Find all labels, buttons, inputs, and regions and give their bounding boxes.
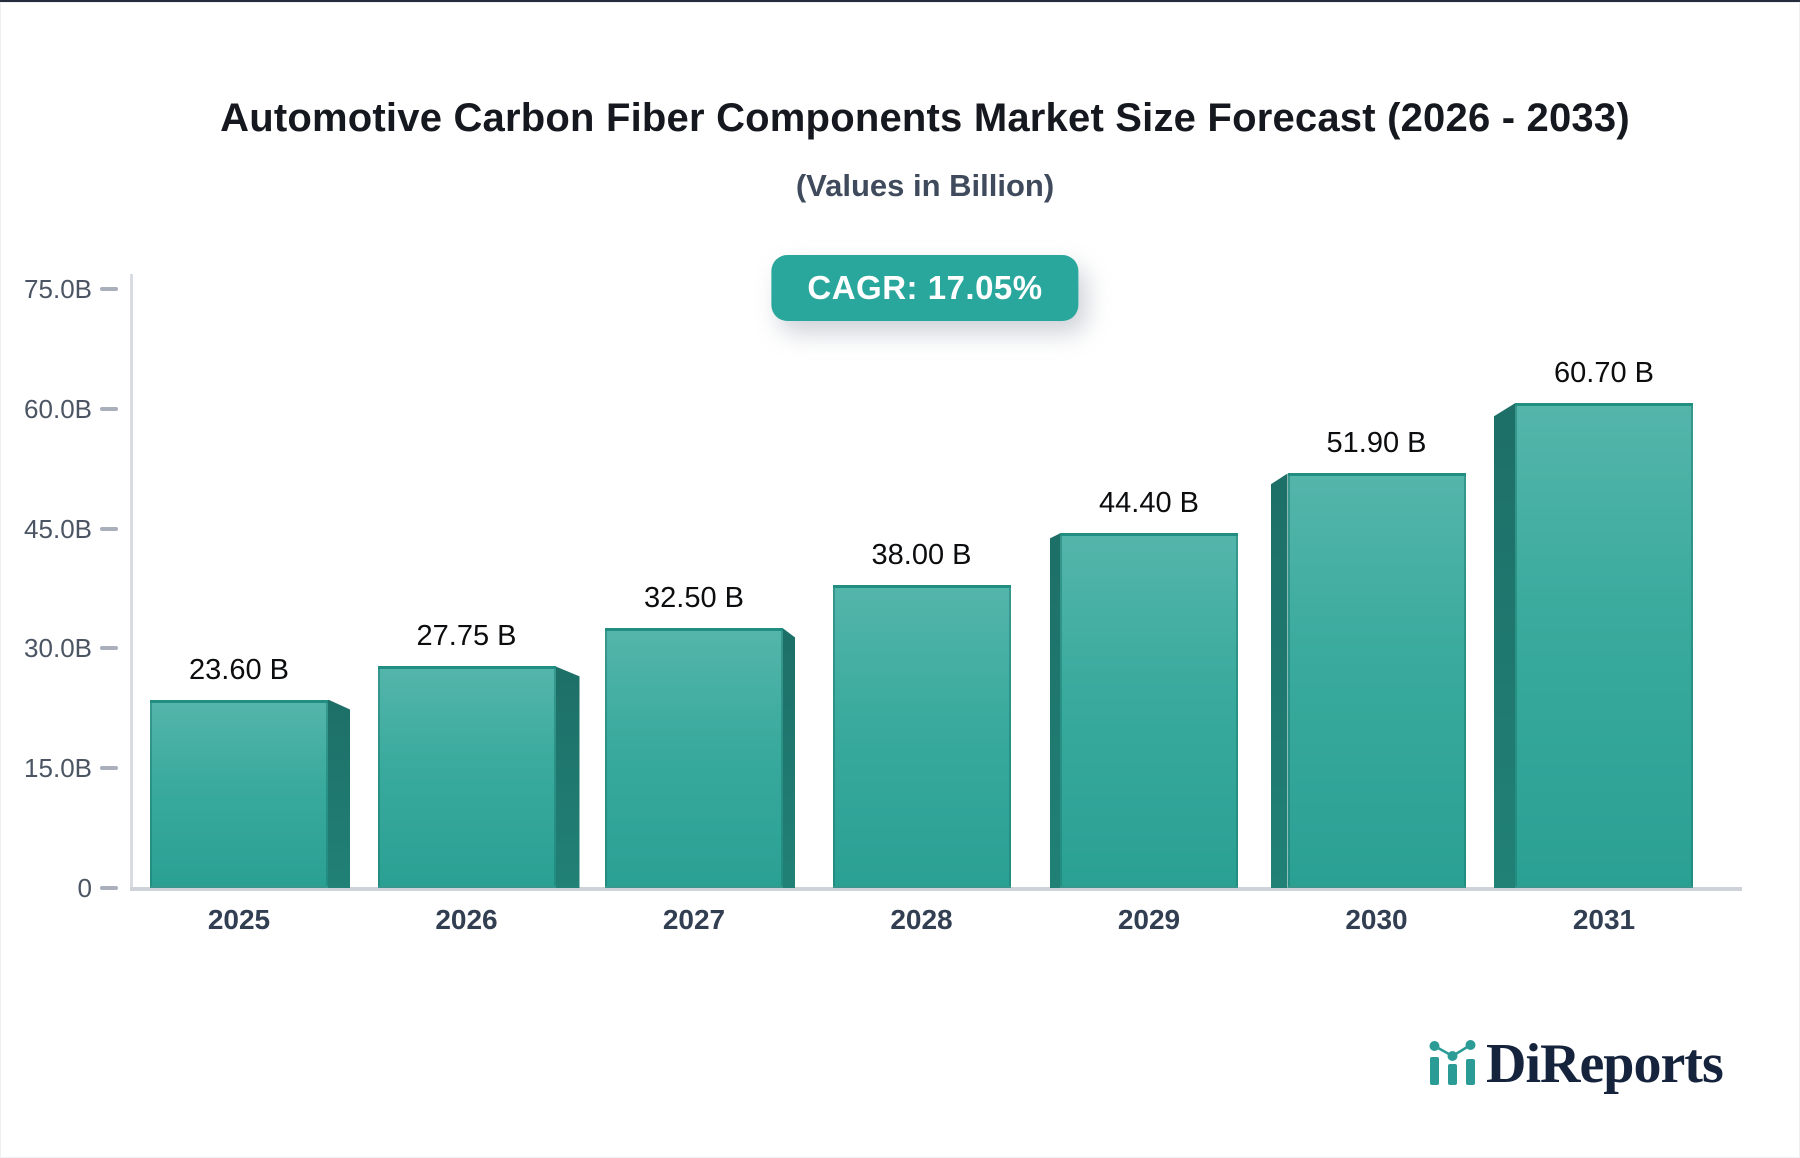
direports-logo: DiReports xyxy=(1428,1033,1724,1095)
bar xyxy=(150,699,328,888)
x-axis-category-label: 2031 xyxy=(1572,904,1636,935)
bar xyxy=(832,584,1011,888)
y-axis-tick-label: 15.0B xyxy=(24,753,92,784)
y-axis-tick-mark xyxy=(100,766,118,771)
y-axis-tick-label: 30.0B xyxy=(24,633,92,664)
bar-value-label: 32.50 B xyxy=(644,582,744,615)
bar-3d-side xyxy=(1270,473,1288,888)
x-axis-category-label: 2029 xyxy=(1117,904,1181,935)
bar-value-label: 60.70 B xyxy=(1554,357,1654,390)
chart-title: Automotive Carbon Fiber Components Marke… xyxy=(220,96,1630,140)
bar-3d-side xyxy=(783,628,795,888)
bar-value-label: 51.90 B xyxy=(1326,427,1427,460)
y-axis-tick-label: 45.0B xyxy=(24,513,92,544)
bar xyxy=(1515,403,1693,888)
y-axis-tick-mark xyxy=(100,287,118,291)
bar-value-label: 23.60 B xyxy=(189,653,289,686)
bar-value-label: 38.00 B xyxy=(871,538,972,571)
bar-3d-side xyxy=(1494,403,1515,888)
bar xyxy=(1060,533,1238,888)
x-axis-category-label: 2025 xyxy=(207,904,271,935)
y-axis-tick-label: 0 xyxy=(77,873,92,903)
y-axis-line xyxy=(130,274,133,890)
bar xyxy=(377,666,556,888)
x-axis-category-label: 2027 xyxy=(662,904,726,935)
y-axis-tick-label: 75.0B xyxy=(24,274,92,304)
direports-logo-text: DiReports xyxy=(1486,1033,1724,1095)
bar xyxy=(605,628,783,888)
bar-3d-side xyxy=(328,699,350,888)
cagr-badge: CAGR: 17.05% xyxy=(771,255,1079,321)
x-axis-line xyxy=(130,887,1742,891)
mini-bar-chart-icon xyxy=(1429,1040,1476,1085)
bar-value-label: 44.40 B xyxy=(1099,487,1199,520)
y-axis-tick-mark xyxy=(100,526,118,531)
bar xyxy=(1287,473,1466,888)
chart-subtitle: (Values in Billion) xyxy=(795,168,1055,203)
bar-3d-side xyxy=(1050,533,1060,888)
x-axis-category-label: 2030 xyxy=(1345,904,1408,935)
y-axis-tick-mark xyxy=(100,886,118,890)
y-axis-tick-mark xyxy=(100,406,118,411)
bar-3d-side xyxy=(555,666,580,888)
x-axis-category-label: 2026 xyxy=(435,904,498,935)
y-axis-tick-label: 60.0B xyxy=(24,393,92,424)
x-axis-category-label: 2028 xyxy=(890,904,953,935)
y-axis-tick-mark xyxy=(100,646,118,651)
bar-value-label: 27.75 B xyxy=(416,620,517,653)
